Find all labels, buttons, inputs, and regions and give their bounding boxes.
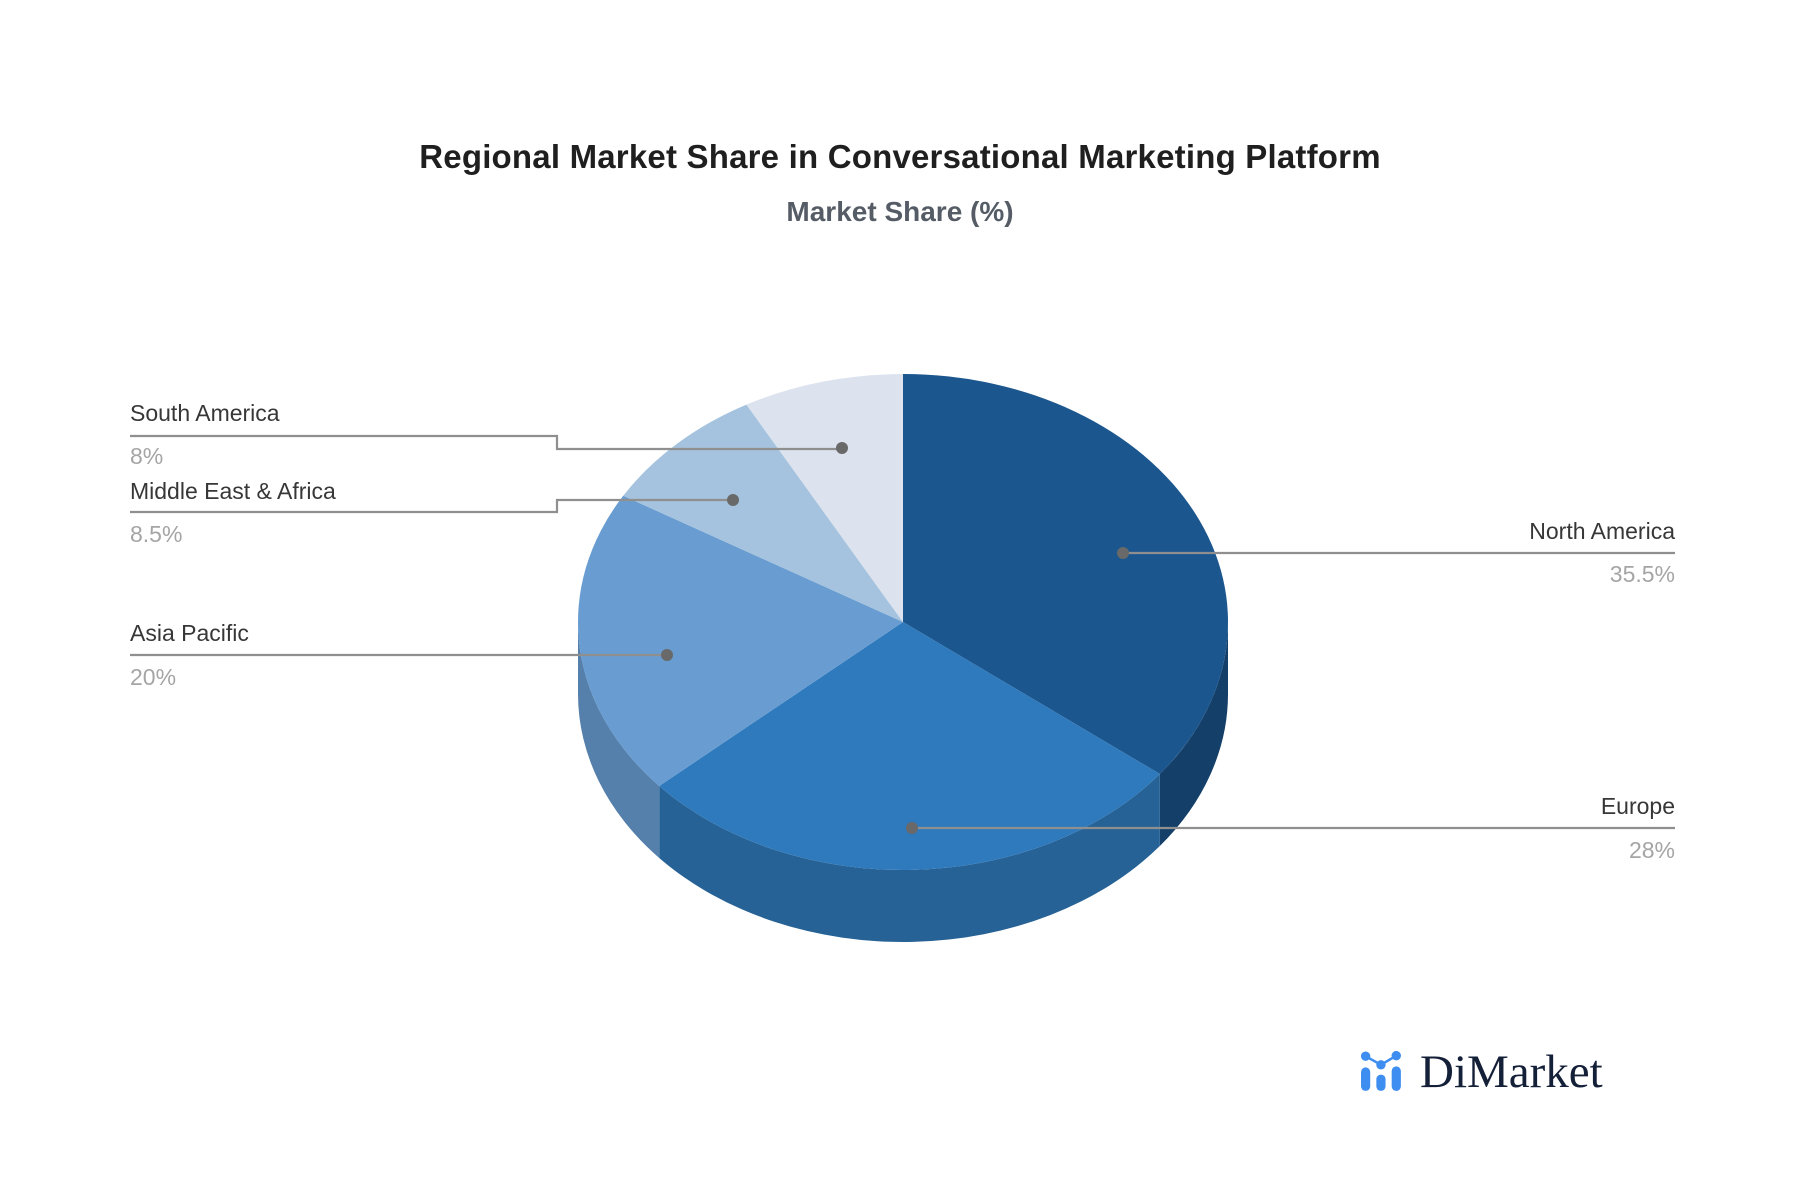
leader-dot-south-america bbox=[836, 442, 848, 454]
label-middle-east-africa: Middle East & Africa bbox=[130, 478, 336, 504]
value-asia-pacific: 20% bbox=[130, 664, 177, 690]
leader-line-middle-east-africa bbox=[130, 498, 733, 514]
label-south-america: South America bbox=[130, 400, 280, 426]
brand-logo: DiMarket bbox=[1360, 1044, 1603, 1100]
value-middle-east-africa: 8.5% bbox=[130, 521, 183, 547]
slice-side-asia-pacific bbox=[578, 622, 660, 859]
pie-3d-sides bbox=[578, 622, 1228, 942]
value-north-america: 35.5% bbox=[1609, 561, 1675, 587]
value-south-america: 8% bbox=[130, 443, 164, 469]
label-asia-pacific: Asia Pacific bbox=[130, 620, 249, 646]
slice-south-america bbox=[746, 374, 903, 622]
value-europe: 28% bbox=[1628, 837, 1675, 863]
slice-asia-pacific bbox=[578, 495, 903, 787]
leader-lines bbox=[130, 434, 1675, 830]
slice-middle-east-africa bbox=[623, 404, 903, 622]
slice-north-america bbox=[903, 374, 1229, 775]
slice-side-europe bbox=[659, 774, 1160, 942]
chart-subtitle: Market Share (%) bbox=[786, 196, 1014, 227]
leader-line-south-america bbox=[130, 434, 842, 451]
label-north-america: North America bbox=[1529, 518, 1675, 544]
brand-name: DiMarket bbox=[1420, 1046, 1603, 1098]
bar-chart-trend-icon bbox=[1360, 1050, 1401, 1091]
leader-dot-middle-east-africa bbox=[727, 494, 739, 506]
leader-dot-north-america bbox=[1117, 547, 1129, 559]
label-europe: Europe bbox=[1600, 793, 1675, 819]
leader-dots bbox=[661, 442, 1129, 834]
pie-slices bbox=[578, 374, 1229, 870]
chart-title: Regional Market Share in Conversational … bbox=[419, 138, 1381, 175]
slice-side-north-america bbox=[1159, 622, 1228, 847]
slice-europe bbox=[659, 622, 1160, 870]
leader-dot-europe bbox=[906, 822, 918, 834]
leader-dot-asia-pacific bbox=[661, 649, 673, 661]
